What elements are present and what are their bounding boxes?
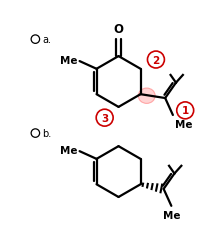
Text: a.: a.	[42, 35, 51, 45]
Text: 2: 2	[152, 55, 159, 65]
Ellipse shape	[138, 89, 155, 104]
Text: Me: Me	[175, 119, 193, 129]
Text: b.: b.	[42, 128, 52, 138]
Text: O: O	[113, 23, 123, 36]
Text: 1: 1	[182, 106, 189, 116]
Text: Me: Me	[60, 56, 77, 66]
Text: 3: 3	[101, 113, 108, 123]
Text: Me: Me	[163, 210, 181, 220]
Text: Me: Me	[60, 146, 77, 156]
